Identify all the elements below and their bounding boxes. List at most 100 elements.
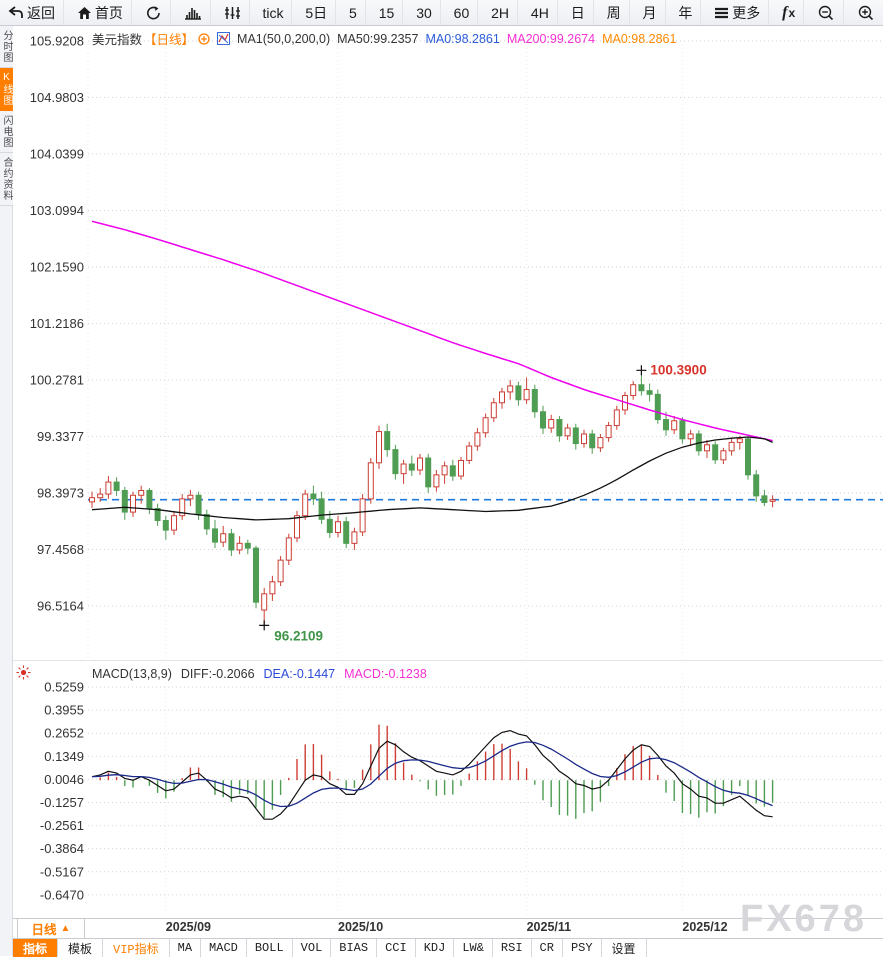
candle[interactable]	[548, 419, 555, 429]
bar-chart-icon[interactable]	[176, 0, 211, 25]
fx-icon[interactable]: fx	[774, 0, 805, 25]
refresh-icon[interactable]	[137, 0, 171, 25]
candle[interactable]	[138, 489, 145, 496]
candle[interactable]	[441, 465, 448, 476]
candle[interactable]	[507, 385, 514, 393]
sidebar-tab-K线图[interactable]: K线图	[0, 68, 13, 111]
candle[interactable]	[458, 459, 464, 477]
candle[interactable]	[654, 393, 661, 421]
candle[interactable]	[285, 537, 292, 561]
candle[interactable]	[400, 463, 407, 475]
timeframe-30[interactable]: 30	[408, 0, 441, 25]
candle[interactable]	[310, 493, 317, 500]
candle[interactable]	[449, 465, 456, 477]
candle[interactable]	[212, 528, 218, 543]
candle[interactable]	[515, 385, 522, 401]
bottom-tab-VIP指标[interactable]: VIP指标	[103, 939, 170, 957]
candle[interactable]	[540, 411, 546, 429]
candle[interactable]	[433, 474, 440, 488]
candle[interactable]	[728, 441, 735, 452]
bottom-tab-RSI[interactable]: RSI	[493, 939, 532, 957]
candle[interactable]	[392, 449, 399, 475]
candle[interactable]	[187, 494, 194, 500]
candle[interactable]	[97, 493, 104, 499]
candle[interactable]	[523, 389, 530, 401]
candle[interactable]	[712, 444, 719, 461]
bottom-tab-CCI[interactable]: CCI	[377, 939, 416, 957]
candle[interactable]	[146, 489, 153, 509]
candle[interactable]	[613, 409, 620, 427]
candle[interactable]	[359, 498, 366, 533]
zoom-in-icon[interactable]	[849, 0, 883, 25]
candle[interactable]	[474, 432, 481, 447]
sidebar-tab-分时图[interactable]: 分时图	[0, 26, 13, 68]
candle[interactable]	[482, 417, 489, 434]
candle[interactable]	[704, 444, 710, 452]
candle[interactable]	[425, 457, 432, 488]
candle[interactable]	[130, 494, 136, 513]
candle[interactable]	[162, 520, 169, 531]
candle[interactable]	[269, 581, 276, 595]
candle[interactable]	[171, 515, 177, 531]
candle[interactable]	[318, 498, 325, 520]
timeframe-5[interactable]: 5	[341, 0, 366, 25]
bottom-tab-PSY[interactable]: PSY	[563, 939, 602, 957]
candle[interactable]	[687, 433, 694, 440]
timeframe-日[interactable]: 日	[563, 0, 594, 25]
candle[interactable]	[203, 513, 210, 530]
candle[interactable]	[736, 438, 743, 443]
candle[interactable]	[605, 425, 612, 439]
candle[interactable]	[745, 438, 751, 476]
candle[interactable]	[499, 391, 505, 404]
candle[interactable]	[572, 427, 579, 445]
bottom-tab-MACD[interactable]: MACD	[201, 939, 247, 957]
candle[interactable]	[720, 450, 727, 461]
timeframe-年[interactable]: 年	[670, 0, 702, 25]
home-icon-button[interactable]: 首页	[69, 0, 132, 25]
candle[interactable]	[253, 547, 259, 603]
candle[interactable]	[581, 433, 587, 445]
zoom-out-icon[interactable]	[809, 0, 845, 25]
candle[interactable]	[326, 518, 333, 534]
candle[interactable]	[244, 542, 251, 549]
candle[interactable]	[671, 420, 678, 431]
candle[interactable]	[638, 384, 645, 392]
timeframe-tick[interactable]: tick	[254, 0, 293, 25]
candle[interactable]	[277, 559, 284, 583]
indicator-settings-icon[interactable]	[16, 665, 31, 685]
candle[interactable]	[236, 542, 243, 551]
bottom-tab-BIAS[interactable]: BIAS	[331, 939, 378, 957]
candle[interactable]	[154, 507, 161, 522]
timeframe-2H[interactable]: 2H	[483, 0, 519, 25]
bottom-tab-MA[interactable]: MA	[170, 939, 202, 957]
timeframe-15[interactable]: 15	[371, 0, 404, 25]
mini-chart-icon[interactable]	[217, 32, 231, 45]
candle[interactable]	[367, 462, 374, 500]
period-selector[interactable]: 日线 ▲	[17, 919, 85, 938]
timeframe-5日[interactable]: 5日	[297, 0, 337, 25]
candle-chart-icon[interactable]	[216, 0, 250, 25]
back-icon-button[interactable]: 返回	[0, 0, 64, 25]
candle[interactable]	[195, 494, 202, 515]
bottom-tab-VOL[interactable]: VOL	[293, 939, 332, 957]
candle[interactable]	[220, 533, 227, 543]
candle[interactable]	[564, 427, 571, 437]
timeframe-月[interactable]: 月	[635, 0, 666, 25]
candle[interactable]	[335, 521, 341, 534]
bottom-tab-设置[interactable]: 设置	[602, 939, 647, 957]
candle[interactable]	[753, 474, 760, 497]
candle[interactable]	[630, 384, 637, 397]
candle[interactable]	[261, 593, 268, 611]
candle[interactable]	[351, 531, 358, 544]
candle[interactable]	[113, 481, 120, 491]
candle[interactable]	[121, 489, 128, 513]
candle[interactable]	[105, 481, 112, 495]
candle[interactable]	[89, 497, 95, 503]
candle[interactable]	[343, 521, 350, 544]
timeframe-60[interactable]: 60	[446, 0, 479, 25]
candle[interactable]	[376, 431, 382, 464]
timeframe-周[interactable]: 周	[599, 0, 630, 25]
bottom-tab-CR[interactable]: CR	[532, 939, 563, 957]
macd-chart[interactable]: 0.5259 0.3955 0.2652 0.1349 0.0046 -0.1257 -0.…	[0, 660, 883, 918]
sidebar-tab-合约资料[interactable]: 合约资料	[0, 153, 13, 206]
